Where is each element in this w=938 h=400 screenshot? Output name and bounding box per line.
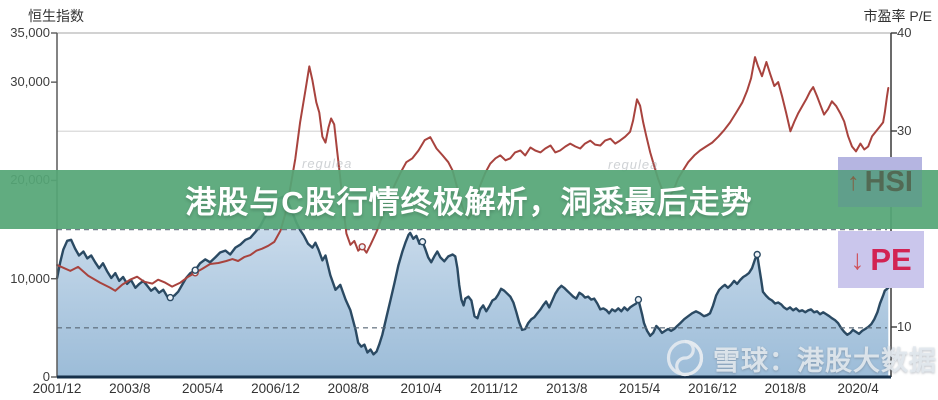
x-axis-tick-label: 2006/12 [251,381,300,396]
arrow-down-icon: ↓ [850,243,865,275]
hsi-badge-label: HSI [864,165,913,198]
x-axis-tick-label: 2010/4 [400,381,442,396]
right-axis-tick-label: 30 [897,123,912,138]
right-axis-tick-label: 40 [897,25,912,40]
x-axis-tick-label: 2003/8 [109,381,151,396]
left-axis-tick-label: 35,000 [10,25,50,40]
x-axis-tick-label: 2001/12 [32,381,82,396]
right-axis-tick-label: 10 [897,319,912,334]
x-axis-tick-label: 2020/4 [837,381,879,396]
x-axis-tick-label: 2008/8 [327,381,369,396]
background-watermark: regulea [302,156,353,171]
x-axis-tick-label: 2013/8 [546,381,588,396]
x-axis-tick-label: 2005/4 [182,381,224,396]
left-axis-tick-label: 30,000 [10,74,50,90]
pe-badge[interactable]: ↓ PE [838,231,924,288]
snowball-logo-icon [666,339,704,377]
banner-title: 港股与C股行情终极解析，洞悉最后走势 [185,185,753,220]
x-axis-tick-label: 2016/12 [688,381,737,396]
brand-watermark-text: 雪球：港股大数据 [713,345,937,376]
left-axis-title: 恒生指数 [28,8,84,24]
right-axis-title: 市盈率 P/E [863,8,932,24]
left-axis-tick-label: 0 [42,369,50,384]
left-axis-tick-label: 10,000 [10,270,50,286]
x-axis-tick-label: 2018/8 [764,381,806,396]
title-banner: 港股与C股行情终极解析，洞悉最后走势 [0,170,938,229]
hsi-badge[interactable]: ↑ HSI [838,157,922,207]
x-axis-tick-label: 2015/4 [619,381,661,396]
brand-watermark: 雪球：港股大数据 [664,337,937,379]
x-axis-tick-label: 2011/12 [470,381,518,396]
pe-badge-label: PE [870,241,912,277]
arrow-up-icon: ↑ [847,167,860,196]
background-watermark: regulea [608,157,659,172]
